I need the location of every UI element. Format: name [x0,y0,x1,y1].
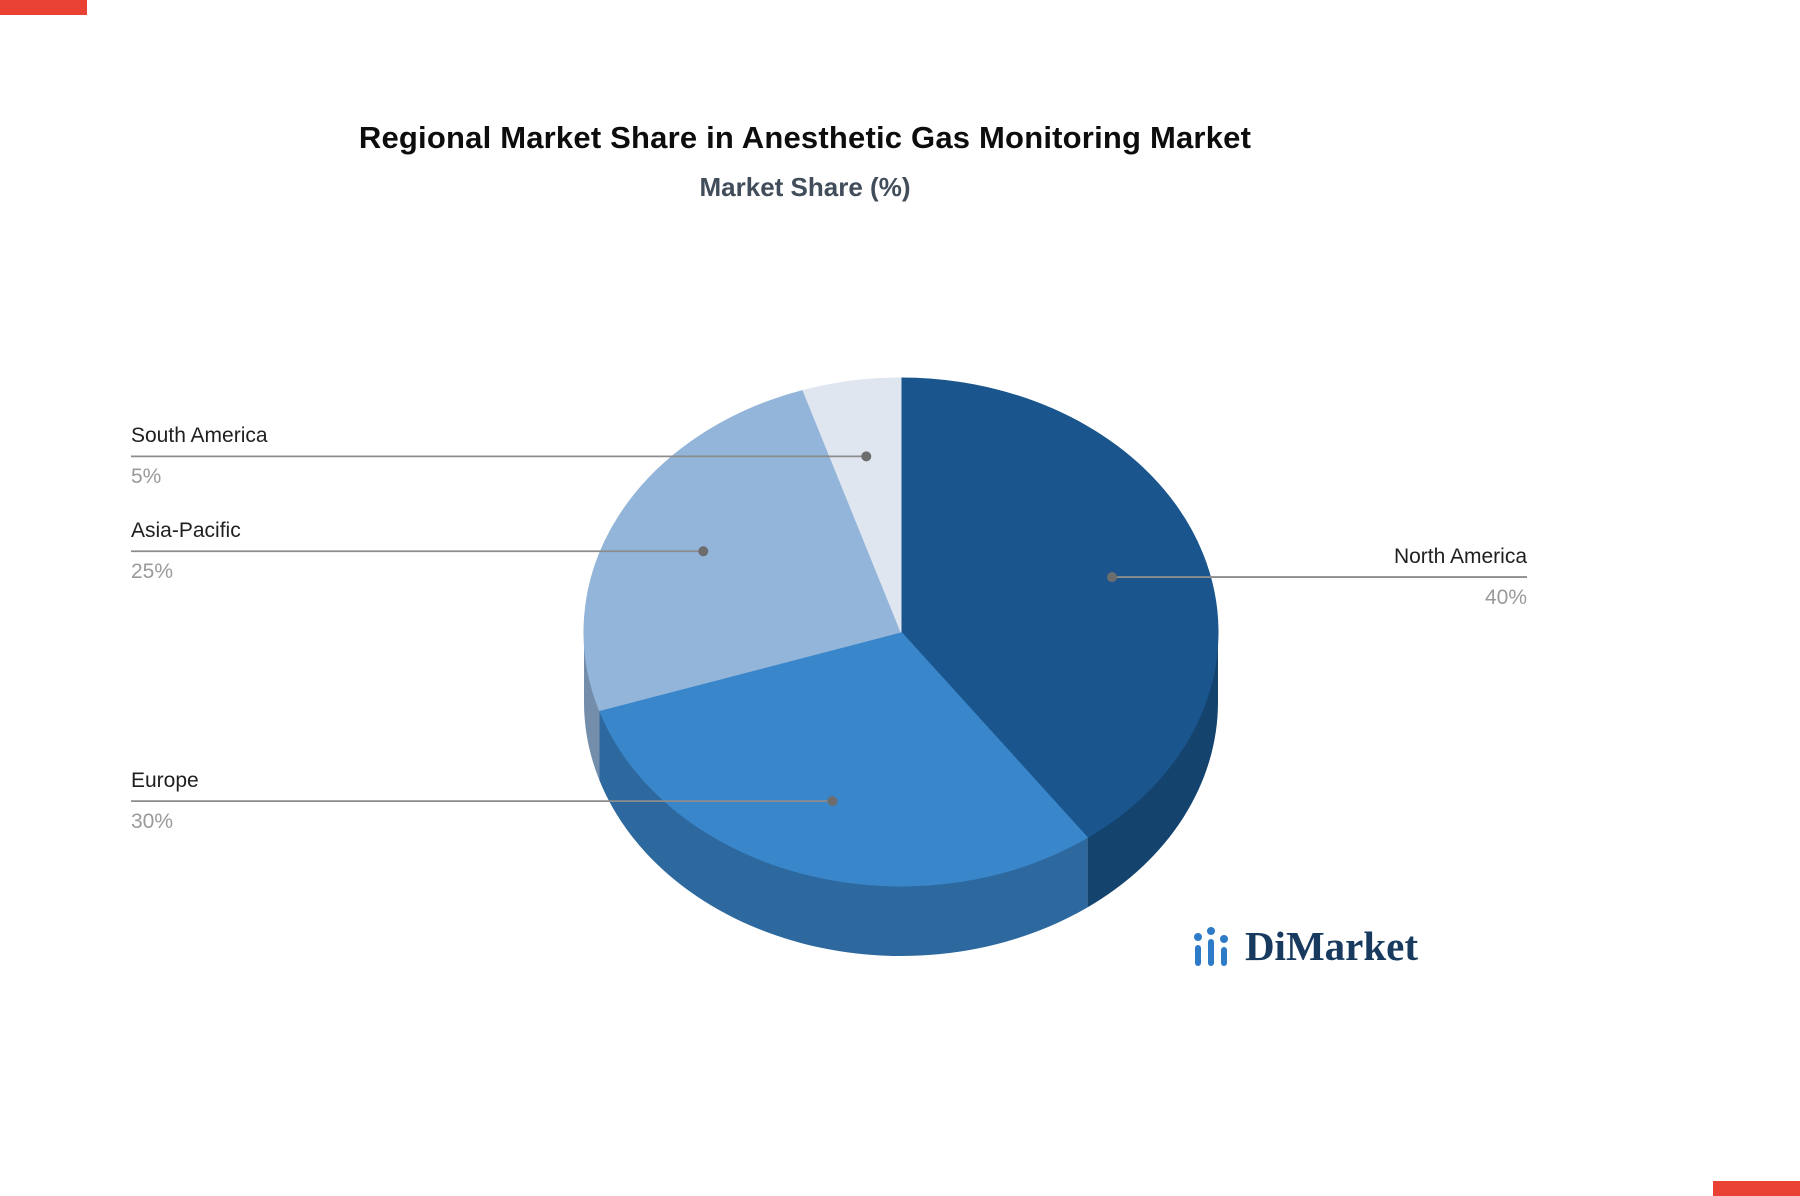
slice-value: 30% [131,810,174,833]
logo-text: DiMarket [1244,923,1418,969]
dimarket-logo: DiMarket [1191,923,1418,969]
slice-name: South America [131,424,268,447]
corner-mark-top-left [0,0,87,15]
chart-title: Regional Market Share in Anesthetic Gas … [358,120,1252,155]
slice-name: Asia-Pacific [131,519,241,542]
slice-value: 5% [131,465,162,488]
bar-chart-icon [1193,927,1228,966]
slice-value: 25% [131,560,174,583]
slice-label-south-america: South America 5% [131,424,268,489]
corner-mark-bottom-right [1713,1181,1800,1196]
chart-subtitle: Market Share (%) [699,172,911,202]
slice-label-europe: Europe 30% [131,769,199,834]
slice-name: Europe [131,769,199,792]
slice-name: North America [1393,545,1527,568]
slice-label-north-america: North America 40% [1394,545,1527,610]
slice-label-asia-pacific: Asia-Pacific 25% [131,519,241,584]
slice-value: 40% [1484,586,1527,609]
